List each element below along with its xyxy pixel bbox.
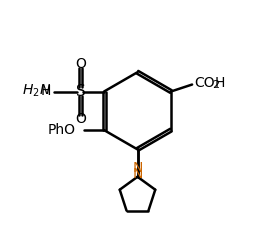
Text: 2: 2 <box>212 80 219 90</box>
Text: S: S <box>76 84 85 99</box>
Text: N: N <box>132 161 143 175</box>
Text: O: O <box>75 57 86 71</box>
Text: PhO: PhO <box>48 123 75 137</box>
Text: H: H <box>40 84 51 98</box>
Text: N: N <box>132 167 143 181</box>
Text: $H_2N$: $H_2N$ <box>21 83 51 99</box>
Text: CO: CO <box>194 76 215 90</box>
Text: O: O <box>75 112 86 126</box>
Text: H: H <box>215 76 226 90</box>
